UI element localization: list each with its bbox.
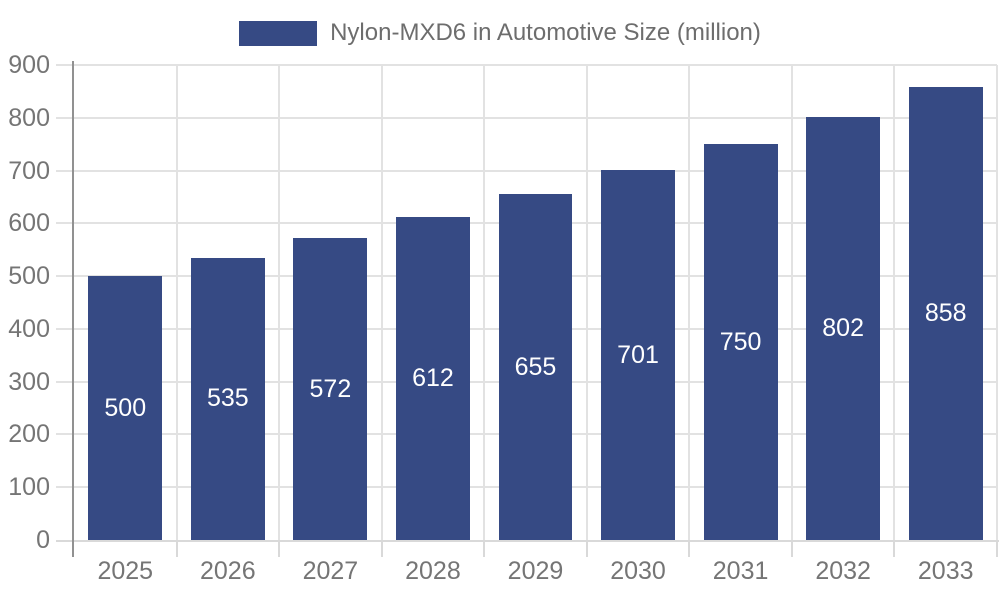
- h-gridline: [56, 116, 997, 119]
- h-gridline: [56, 64, 997, 66]
- legend-label: Nylon-MXD6 in Automotive Size (million): [330, 19, 761, 46]
- y-tick-label: 500: [8, 262, 50, 291]
- x-tick: [483, 540, 486, 557]
- x-tick: [585, 540, 588, 557]
- legend-swatch: [239, 20, 318, 46]
- y-tick-label: 400: [8, 314, 50, 343]
- plot-area: 500 2025 535 2026 572 2027 612 2028 655 2029 701 20…: [56, 61, 999, 585]
- x-tick-label: 2032: [815, 557, 871, 585]
- x-tick-label: 2027: [302, 557, 359, 585]
- x-tick-label: 2029: [507, 557, 564, 585]
- y-tick-label: 600: [8, 209, 50, 238]
- y-axis-line: [72, 61, 74, 557]
- v-gridline: [380, 65, 383, 540]
- y-tick-label: 900: [8, 51, 50, 79]
- bar: 802: [806, 116, 881, 540]
- bar-value-label: 750: [719, 327, 762, 356]
- bar: 535: [190, 257, 265, 540]
- bar-value-label: 500: [104, 393, 147, 422]
- bar-value-label: 572: [309, 374, 352, 403]
- legend-item[interactable]: Nylon-MXD6 in Automotive Size (million): [239, 19, 761, 47]
- h-gridline: [56, 169, 997, 172]
- bar: 655: [498, 194, 573, 540]
- v-gridline: [996, 65, 998, 540]
- y-tick-label: 200: [8, 420, 50, 449]
- y-tick-label: 700: [8, 156, 50, 185]
- x-tick-label: 2028: [405, 557, 461, 585]
- chart-legend: Nylon-MXD6 in Automotive Size (million): [0, 19, 1000, 47]
- v-gridline: [688, 65, 691, 540]
- y-tick-label: 100: [8, 473, 50, 502]
- x-axis-line: [56, 540, 999, 542]
- x-tick: [893, 540, 896, 557]
- bar: 572: [293, 238, 368, 540]
- x-tick-label: 2033: [917, 557, 974, 585]
- bar-value-label: 535: [206, 384, 249, 413]
- v-gridline: [175, 65, 178, 540]
- x-tick: [790, 540, 793, 557]
- x-tick: [688, 540, 691, 557]
- x-tick: [278, 540, 281, 557]
- bar: 858: [908, 87, 983, 540]
- v-gridline: [483, 65, 486, 540]
- v-gridline: [790, 65, 793, 540]
- x-tick-label: 2025: [97, 557, 154, 585]
- v-gridline: [278, 65, 281, 540]
- bar: 701: [601, 170, 675, 540]
- x-tick-label: 2030: [610, 557, 666, 585]
- y-tick-label: 300: [8, 367, 50, 396]
- x-tick: [380, 540, 383, 557]
- bar-value-label: 802: [822, 313, 864, 342]
- bar: 750: [703, 144, 778, 540]
- bar-value-label: 858: [924, 299, 967, 328]
- y-tick-label: 0: [36, 526, 50, 554]
- y-tick-label: 800: [8, 103, 50, 132]
- bar-value-label: 655: [514, 352, 557, 381]
- y-axis-labels: 0 100 200 300 400 500 600 700 800 900: [0, 52, 50, 553]
- v-gridline: [893, 65, 896, 540]
- x-tick: [996, 540, 998, 557]
- bar-value-label: 701: [617, 340, 659, 369]
- v-gridline: [585, 65, 588, 540]
- bar: 500: [88, 276, 163, 540]
- x-tick: [175, 540, 178, 557]
- x-tick-label: 2031: [712, 557, 769, 585]
- bar: 612: [396, 217, 470, 540]
- x-tick-label: 2026: [200, 557, 256, 585]
- bar-value-label: 612: [412, 364, 454, 392]
